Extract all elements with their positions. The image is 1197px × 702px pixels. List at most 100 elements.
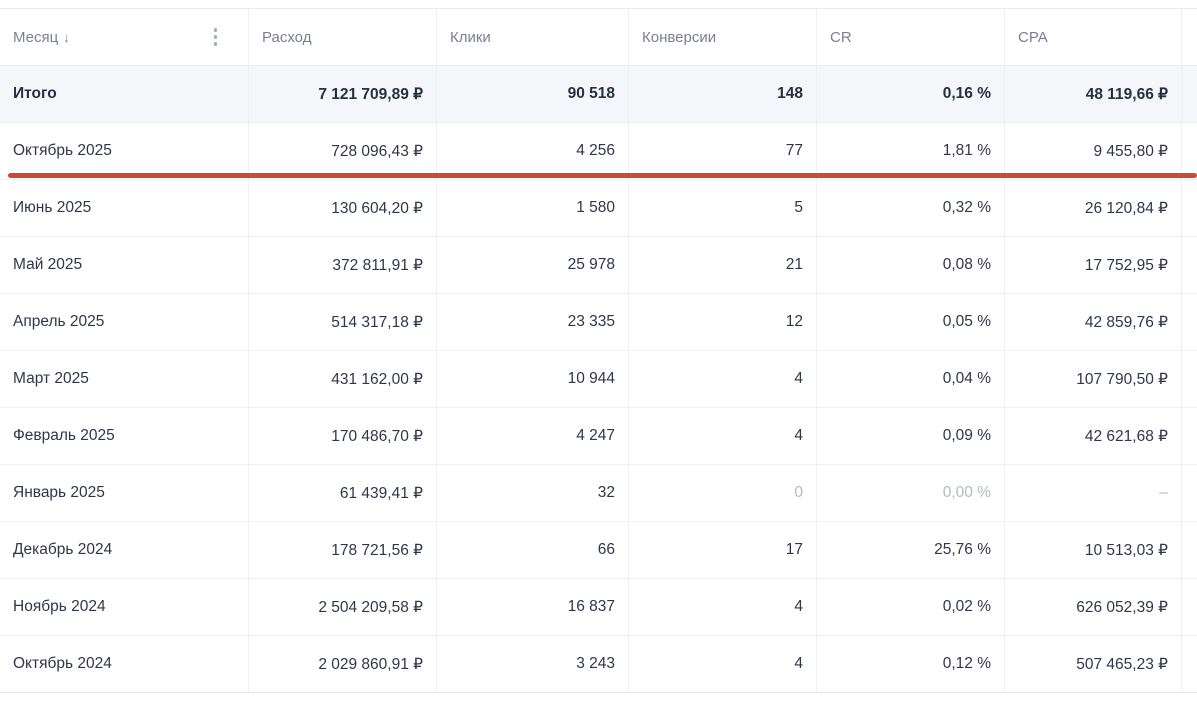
conversions-cell: 17 (629, 522, 817, 578)
column-header-conversions[interactable]: Конверсии (629, 9, 817, 65)
spend-cell: 372 811,91 ₽ (249, 237, 437, 293)
spacer-cell (1182, 522, 1197, 578)
cr-cell: 0,00 % (817, 465, 1005, 521)
total-conversions-cell: 148 (629, 66, 817, 122)
spacer-cell (1182, 636, 1197, 692)
cpa-cell: 17 752,95 ₽ (1005, 237, 1182, 293)
total-clicks-cell: 90 518 (437, 66, 629, 122)
cpa-cell: 42 621,68 ₽ (1005, 408, 1182, 464)
cpa-cell: – (1005, 465, 1182, 521)
table-row[interactable]: Март 2025 431 162,00 ₽ 10 944 4 0,04 % 1… (0, 351, 1197, 408)
column-header-spend[interactable]: Расход (249, 9, 437, 65)
spacer-cell (1182, 66, 1197, 122)
spend-cell: 2 029 860,91 ₽ (249, 636, 437, 692)
spacer-cell (1182, 465, 1197, 521)
cr-cell: 0,12 % (817, 636, 1005, 692)
cr-cell: 0,04 % (817, 351, 1005, 407)
cr-cell: 0,32 % (817, 180, 1005, 236)
conversions-cell: 4 (629, 351, 817, 407)
spacer-cell (1182, 579, 1197, 635)
conversions-cell: 4 (629, 408, 817, 464)
total-cpa-cell: 48 119,66 ₽ (1005, 66, 1182, 122)
conversions-cell: 0 (629, 465, 817, 521)
cpa-cell: 107 790,50 ₽ (1005, 351, 1182, 407)
month-cell: Ноябрь 2024 (0, 579, 249, 635)
column-header-month-label: Месяц (13, 28, 59, 46)
table-total-row: Итого 7 121 709,89 ₽ 90 518 148 0,16 % 4… (0, 66, 1197, 123)
table-row[interactable]: Июнь 2025 130 604,20 ₽ 1 580 5 0,32 % 26… (0, 180, 1197, 237)
total-spend-cell: 7 121 709,89 ₽ (249, 66, 437, 122)
spend-cell: 514 317,18 ₽ (249, 294, 437, 350)
month-cell: Январь 2025 (0, 465, 249, 521)
conversions-cell: 21 (629, 237, 817, 293)
header-spacer-cell (1182, 9, 1197, 65)
clicks-cell: 1 580 (437, 180, 629, 236)
clicks-cell: 4 256 (437, 123, 629, 179)
table-row[interactable]: Ноябрь 2024 2 504 209,58 ₽ 16 837 4 0,02… (0, 579, 1197, 636)
total-month-cell: Итого (0, 66, 249, 122)
clicks-cell: 32 (437, 465, 629, 521)
column-header-month[interactable]: Месяц ↓ (0, 9, 249, 65)
month-cell: Октябрь 2025 (0, 123, 249, 179)
month-cell: Февраль 2025 (0, 408, 249, 464)
cpa-cell: 9 455,80 ₽ (1005, 123, 1182, 179)
table-row[interactable]: Май 2025 372 811,91 ₽ 25 978 21 0,08 % 1… (0, 237, 1197, 294)
month-cell: Апрель 2025 (0, 294, 249, 350)
table-row[interactable]: Октябрь 2024 2 029 860,91 ₽ 3 243 4 0,12… (0, 636, 1197, 693)
table-row[interactable]: Февраль 2025 170 486,70 ₽ 4 247 4 0,09 %… (0, 408, 1197, 465)
cr-cell: 0,09 % (817, 408, 1005, 464)
column-header-cpa[interactable]: CPA (1005, 9, 1182, 65)
cpa-cell: 507 465,23 ₽ (1005, 636, 1182, 692)
cpa-cell: 626 052,39 ₽ (1005, 579, 1182, 635)
conversions-cell: 4 (629, 579, 817, 635)
cpa-cell: 42 859,76 ₽ (1005, 294, 1182, 350)
cpa-cell: 26 120,84 ₽ (1005, 180, 1182, 236)
clicks-cell: 16 837 (437, 579, 629, 635)
table-row[interactable]: Декабрь 2024 178 721,56 ₽ 66 17 25,76 % … (0, 522, 1197, 579)
spend-cell: 170 486,70 ₽ (249, 408, 437, 464)
cr-cell: 0,02 % (817, 579, 1005, 635)
month-cell: Октябрь 2024 (0, 636, 249, 692)
month-cell: Май 2025 (0, 237, 249, 293)
spacer-cell (1182, 237, 1197, 293)
cr-cell: 0,08 % (817, 237, 1005, 293)
spend-cell: 728 096,43 ₽ (249, 123, 437, 179)
total-cr-cell: 0,16 % (817, 66, 1005, 122)
table-row[interactable]: Апрель 2025 514 317,18 ₽ 23 335 12 0,05 … (0, 294, 1197, 351)
table-row[interactable]: Октябрь 2025 728 096,43 ₽ 4 256 77 1,81 … (0, 123, 1197, 180)
column-header-cr[interactable]: CR (817, 9, 1005, 65)
month-cell: Июнь 2025 (0, 180, 249, 236)
clicks-cell: 3 243 (437, 636, 629, 692)
statistics-table: Месяц ↓ Расход Клики Конверсии CR CPA Ит… (0, 8, 1197, 693)
conversions-cell: 5 (629, 180, 817, 236)
spend-cell: 130 604,20 ₽ (249, 180, 437, 236)
conversions-cell: 12 (629, 294, 817, 350)
cr-cell: 0,05 % (817, 294, 1005, 350)
cr-cell: 1,81 % (817, 123, 1005, 179)
conversions-cell: 77 (629, 123, 817, 179)
column-menu-kebab-icon[interactable] (213, 28, 217, 46)
spend-cell: 61 439,41 ₽ (249, 465, 437, 521)
spend-cell: 2 504 209,58 ₽ (249, 579, 437, 635)
spend-cell: 431 162,00 ₽ (249, 351, 437, 407)
clicks-cell: 66 (437, 522, 629, 578)
month-cell: Декабрь 2024 (0, 522, 249, 578)
spacer-cell (1182, 351, 1197, 407)
clicks-cell: 4 247 (437, 408, 629, 464)
table-header-row: Месяц ↓ Расход Клики Конверсии CR CPA (0, 9, 1197, 66)
cr-cell: 25,76 % (817, 522, 1005, 578)
clicks-cell: 23 335 (437, 294, 629, 350)
clicks-cell: 10 944 (437, 351, 629, 407)
column-header-clicks[interactable]: Клики (437, 9, 629, 65)
cpa-cell: 10 513,03 ₽ (1005, 522, 1182, 578)
spacer-cell (1182, 123, 1197, 179)
clicks-cell: 25 978 (437, 237, 629, 293)
sort-desc-arrow-icon[interactable]: ↓ (63, 29, 70, 45)
conversions-cell: 4 (629, 636, 817, 692)
table-row[interactable]: Январь 2025 61 439,41 ₽ 32 0 0,00 % – (0, 465, 1197, 522)
month-cell: Март 2025 (0, 351, 249, 407)
spacer-cell (1182, 180, 1197, 236)
spacer-cell (1182, 408, 1197, 464)
spacer-cell (1182, 294, 1197, 350)
active-row-underline-indicator (8, 173, 1197, 178)
